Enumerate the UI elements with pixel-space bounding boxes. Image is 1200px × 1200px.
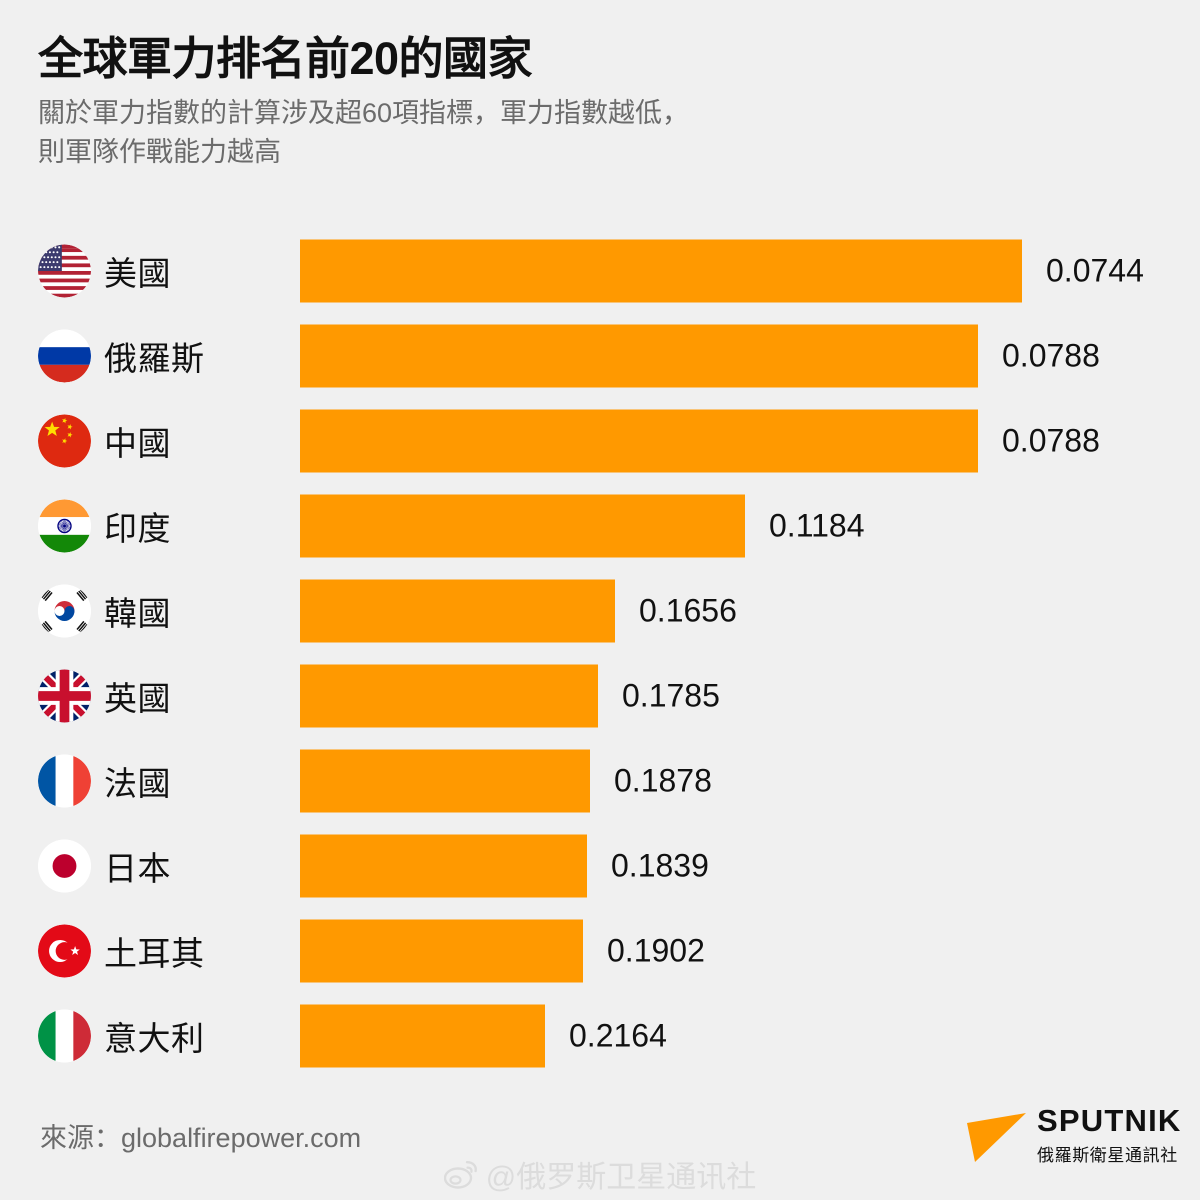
flag-japan-icon bbox=[38, 839, 91, 892]
value-label: 0.0744 bbox=[1046, 252, 1144, 288]
country-label: 印度 bbox=[104, 509, 171, 547]
table-row: 俄羅斯 0.0788 bbox=[0, 313, 1200, 398]
flag-uk bbox=[38, 669, 91, 722]
flag-china bbox=[38, 414, 91, 467]
country-label: 土耳其 bbox=[104, 934, 205, 972]
flag-china-icon bbox=[38, 414, 91, 467]
weibo-handle: @俄罗斯卫星通讯社 bbox=[485, 1161, 757, 1194]
value-bar bbox=[300, 409, 978, 472]
flag-italy bbox=[38, 1009, 91, 1062]
value-label: 0.1878 bbox=[614, 762, 712, 798]
flag-usa bbox=[38, 244, 91, 297]
table-row: 法國 0.1878 bbox=[0, 738, 1200, 823]
sputnik-wordmark: SPUTNIK bbox=[1037, 1102, 1182, 1138]
header: 全球軍力排名前20的國家 關於軍力指數的計算涉及超60項指標，軍力指數越低， 則… bbox=[38, 33, 1138, 171]
country-label: 日本 bbox=[104, 849, 171, 887]
flag-france-icon bbox=[38, 754, 91, 807]
source-label: 來源：globalfirepower.com bbox=[40, 1123, 362, 1153]
flag-korea bbox=[38, 584, 91, 637]
country-label: 俄羅斯 bbox=[104, 339, 205, 377]
table-row: 日本 0.1839 bbox=[0, 823, 1200, 908]
table-row: 韓國 0.1656 bbox=[0, 568, 1200, 653]
flag-turkey bbox=[38, 924, 91, 977]
table-row: 美國 0.0744 bbox=[0, 228, 1200, 313]
flag-india-icon bbox=[38, 499, 91, 552]
country-label: 英國 bbox=[104, 679, 171, 717]
subtitle-line-2: 則軍隊作戰能力越高 bbox=[38, 136, 281, 167]
value-bar bbox=[300, 664, 598, 727]
flag-france bbox=[38, 754, 91, 807]
value-bar bbox=[300, 1004, 545, 1067]
flag-japan bbox=[38, 839, 91, 892]
weibo-watermark: @俄罗斯卫星通讯社 bbox=[0, 1152, 1200, 1196]
flag-italy-icon bbox=[38, 1009, 91, 1062]
value-label: 0.0788 bbox=[1002, 337, 1100, 373]
weibo-icon bbox=[443, 1161, 477, 1189]
value-bar bbox=[300, 579, 615, 642]
flag-russia-icon bbox=[38, 329, 91, 382]
value-bar bbox=[300, 324, 978, 387]
flag-india bbox=[38, 499, 91, 552]
sputnik-subtitle: 俄羅斯衛星通訊社 bbox=[1037, 1145, 1178, 1165]
value-label: 0.1902 bbox=[607, 932, 705, 968]
value-bar bbox=[300, 749, 590, 812]
flag-korea-icon bbox=[38, 584, 91, 637]
flag-usa-icon bbox=[38, 244, 91, 297]
country-label: 意大利 bbox=[104, 1019, 205, 1057]
page-title: 全球軍力排名前20的國家 bbox=[38, 33, 533, 84]
table-row: 英國 0.1785 bbox=[0, 653, 1200, 738]
country-label: 韓國 bbox=[104, 594, 171, 632]
value-label: 0.1184 bbox=[769, 507, 865, 543]
value-label: 0.1785 bbox=[622, 677, 720, 713]
subtitle-line-1: 關於軍力指數的計算涉及超60項指標，軍力指數越低， bbox=[38, 98, 690, 129]
table-row: 土耳其 0.1902 bbox=[0, 908, 1200, 993]
table-row: 中國 0.0788 bbox=[0, 398, 1200, 483]
country-label: 法國 bbox=[104, 764, 171, 802]
bar-chart: 美國 0.0744 俄羅斯 0.0788 中國 0.0788 印度 0.1184 韓國 0.165… bbox=[0, 228, 1200, 1078]
sputnik-arrow-icon bbox=[967, 1113, 1026, 1162]
value-label: 0.1656 bbox=[639, 592, 737, 628]
value-label: 0.1839 bbox=[611, 847, 709, 883]
value-label: 0.0788 bbox=[1002, 422, 1100, 458]
country-label: 中國 bbox=[104, 424, 171, 462]
value-label: 0.2164 bbox=[569, 1017, 667, 1053]
table-row: 印度 0.1184 bbox=[0, 483, 1200, 568]
country-label: 美國 bbox=[104, 254, 171, 292]
table-row: 意大利 0.2164 bbox=[0, 993, 1200, 1078]
page-subtitle: 關於軍力指數的計算涉及超60項指標，軍力指數越低， 則軍隊作戰能力越高 bbox=[38, 94, 938, 171]
sputnik-logo-text: SPUTNIK 俄羅斯衛星通訊社 bbox=[1037, 1105, 1181, 1166]
sputnik-logo: SPUTNIK 俄羅斯衛星通訊社 bbox=[966, 1098, 1181, 1172]
flag-uk-icon bbox=[38, 669, 91, 722]
flag-turkey-icon bbox=[38, 924, 91, 977]
value-bar bbox=[300, 834, 587, 897]
value-bar bbox=[300, 919, 583, 982]
value-bar bbox=[300, 239, 1022, 302]
flag-russia bbox=[38, 329, 91, 382]
value-bar bbox=[300, 494, 745, 557]
